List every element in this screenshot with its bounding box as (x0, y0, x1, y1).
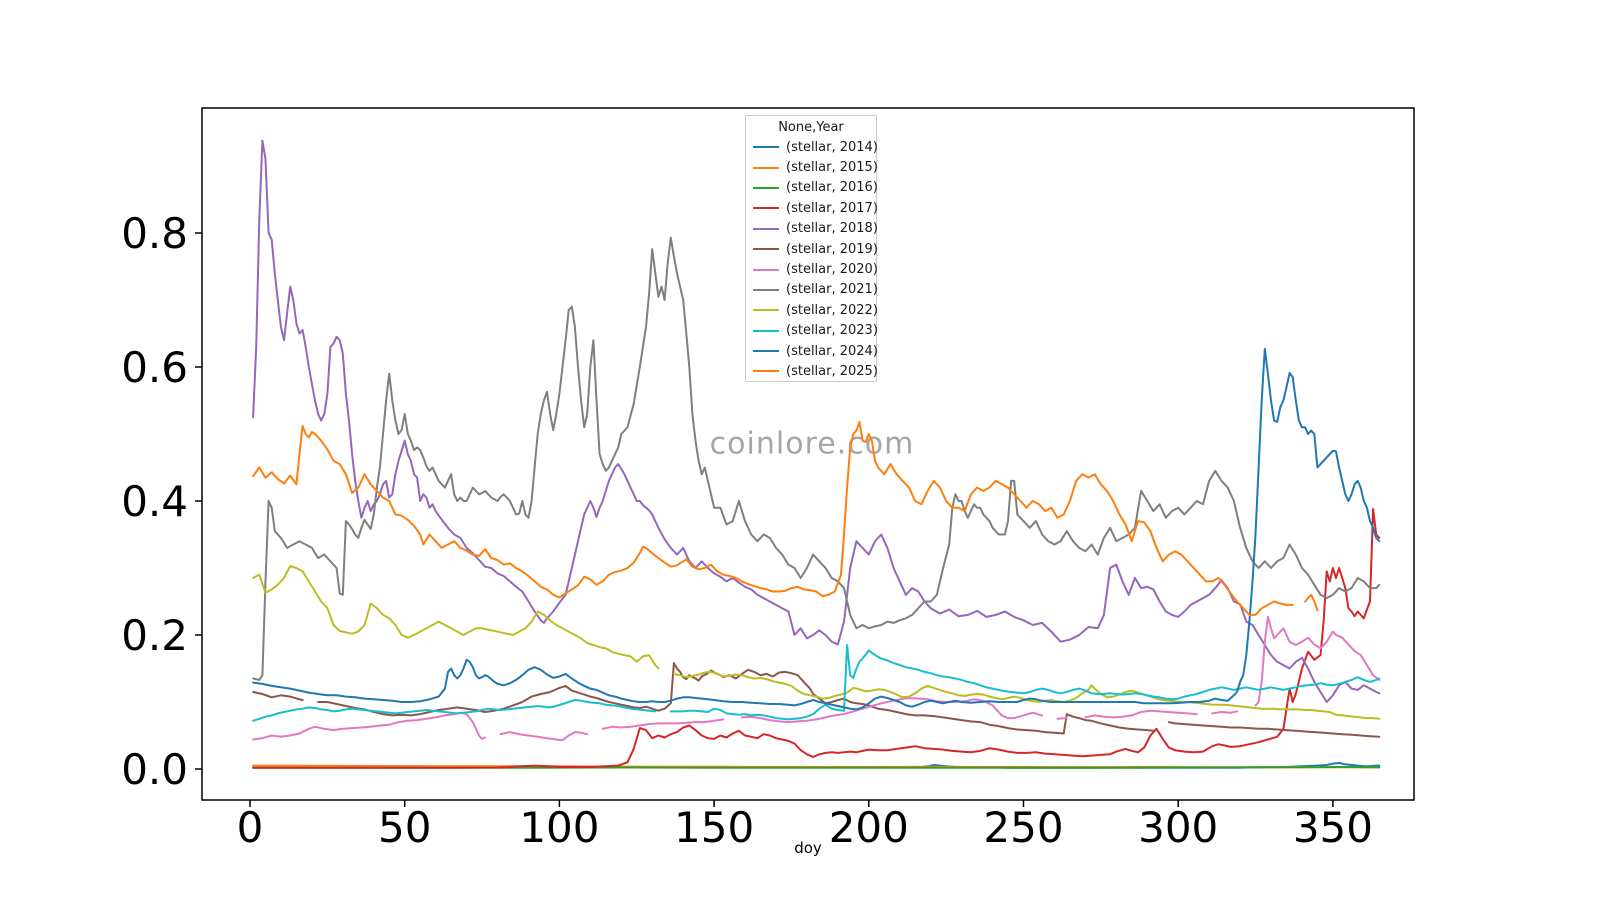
legend-label: (stellar, 2021) (786, 282, 878, 298)
legend-swatch (753, 268, 779, 271)
axes-frame (201, 107, 1415, 801)
series-line-2017 (252, 508, 1381, 769)
legend-swatch (753, 370, 779, 373)
legend-item-2017: (stellar, 2017) (746, 198, 878, 218)
x-tick-label: 350 (1293, 803, 1373, 852)
x-tick-label: 50 (378, 803, 431, 852)
x-tick-label: 250 (983, 803, 1063, 852)
x-tick-label: 100 (519, 803, 599, 852)
legend-item-2024: (stellar, 2024) (746, 341, 878, 361)
legend-label: (stellar, 2016) (786, 180, 878, 196)
legend-swatch (753, 227, 779, 230)
legend-item-2014: (stellar, 2014) (746, 137, 878, 157)
y-tick-label: 0.2 (121, 611, 188, 660)
legend-swatch (753, 309, 779, 312)
legend-label: (stellar, 2014) (786, 139, 878, 155)
x-tick-label: 300 (1138, 803, 1218, 852)
legend-swatch (753, 207, 779, 210)
x-tick-label: 150 (674, 803, 754, 852)
legend-title: None,Year (778, 120, 844, 135)
x-tick-label: 200 (829, 803, 909, 852)
series-line-2018 (252, 139, 1381, 703)
legend-swatch (753, 166, 779, 169)
legend-label: (stellar, 2024) (786, 343, 878, 359)
legend-item-2022: (stellar, 2022) (746, 300, 878, 320)
legend-item-2025: (stellar, 2025) (746, 361, 878, 381)
y-tick-label: 0.6 (121, 343, 188, 392)
legend-label: (stellar, 2022) (786, 302, 878, 318)
legend-item-2018: (stellar, 2018) (746, 219, 878, 239)
legend-swatch (753, 288, 779, 291)
series-line-2021 (252, 236, 1381, 681)
legend-label: (stellar, 2020) (786, 262, 878, 278)
x-tick-label: 0 (237, 803, 264, 852)
legend-label: (stellar, 2017) (786, 200, 878, 216)
legend-swatch (753, 350, 779, 353)
watermark: coinlore.com (709, 426, 915, 462)
series-line-2023 (252, 644, 1381, 722)
legend-item-2016: (stellar, 2016) (746, 178, 878, 198)
legend-swatch (753, 146, 779, 149)
series-line-2020 (252, 615, 1381, 742)
legend-label: (stellar, 2023) (786, 323, 878, 339)
x-axis-label: doy (794, 839, 822, 857)
legend-swatch (753, 248, 779, 251)
legend-item-2021: (stellar, 2021) (746, 280, 878, 300)
legend-label: (stellar, 2025) (786, 363, 878, 379)
legend-item-2015: (stellar, 2015) (746, 157, 878, 177)
legend-swatch (753, 186, 779, 189)
y-tick-label: 0.8 (121, 209, 188, 258)
legend-item-2020: (stellar, 2020) (746, 259, 878, 279)
series-line-2024 (252, 347, 1381, 711)
series-line-2022 (252, 565, 1381, 720)
legend: None,Year (stellar, 2014) (stellar, 2015)… (745, 115, 878, 382)
plot-area (252, 139, 1381, 769)
y-tick-label: 0.0 (121, 745, 188, 794)
series-line-2025 (252, 420, 1319, 616)
legend-label: (stellar, 2019) (786, 241, 878, 257)
y-tick-label: 0.4 (121, 477, 188, 526)
legend-item-2023: (stellar, 2023) (746, 321, 878, 341)
legend-swatch (753, 329, 779, 332)
legend-label: (stellar, 2018) (786, 221, 878, 237)
legend-label: (stellar, 2015) (786, 160, 878, 176)
legend-item-2019: (stellar, 2019) (746, 239, 878, 259)
